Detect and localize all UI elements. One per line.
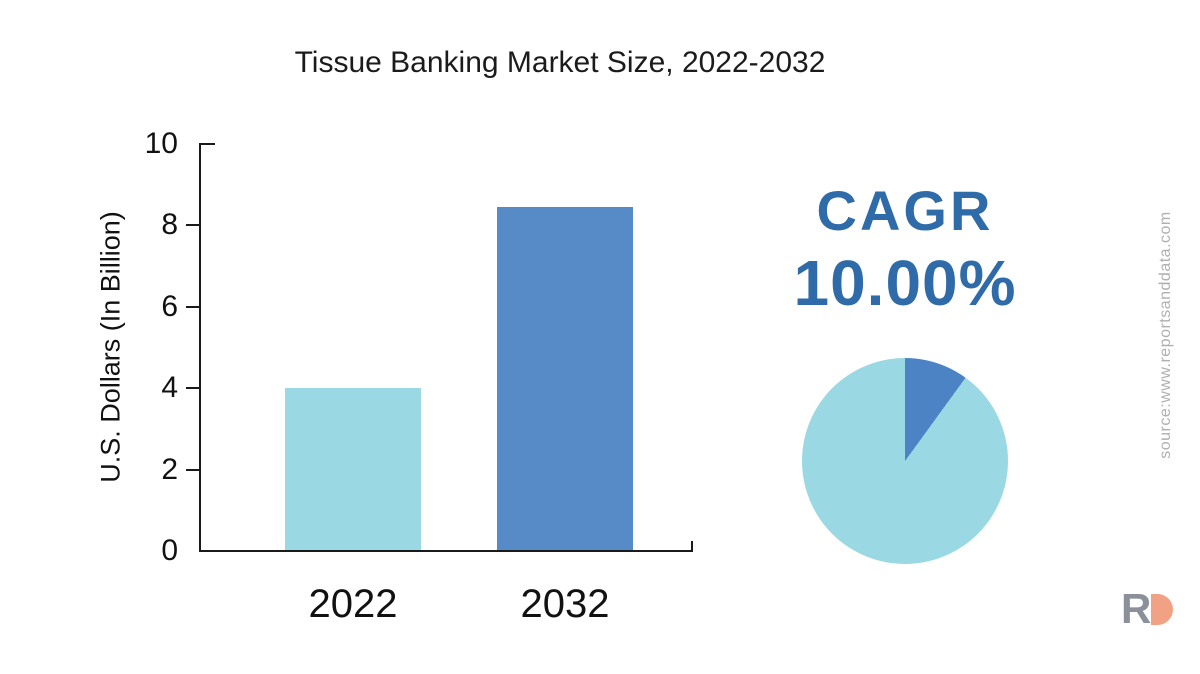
cagr-label: CAGR [816, 179, 994, 242]
y-axis-tick-label: 10 [144, 127, 178, 160]
y-axis-tick [186, 468, 200, 471]
y-axis-tick [186, 224, 200, 227]
source-note: source:www.reportsanddata.com [1157, 211, 1174, 459]
y-axis-top-tick [200, 143, 215, 145]
y-axis-tick-label: 8 [161, 208, 178, 242]
bar-2022 [285, 388, 421, 551]
brand-logo: R [1121, 585, 1174, 632]
x-axis-line [199, 550, 693, 552]
pie-chart [802, 358, 1008, 564]
x-axis-label-2022: 2022 [308, 582, 398, 626]
y-axis-tick-label: 0 [161, 534, 178, 567]
cagr-callout: CAGR 10.00% [705, 179, 1105, 319]
y-axis-line [199, 143, 201, 552]
x-axis-end-tick [691, 541, 693, 551]
logo-letter-r: R [1121, 585, 1151, 632]
y-axis-tick-label: 4 [161, 371, 178, 405]
cagr-value: 10.00% [793, 247, 1017, 319]
y-axis-tick-label: 2 [161, 452, 178, 486]
y-axis-tick [186, 305, 200, 308]
x-axis-label-2032: 2032 [520, 582, 610, 626]
y-axis-tick [186, 387, 200, 390]
chart-title: Tissue Banking Market Size, 2022-2032 [294, 46, 826, 79]
logo-d-icon [1151, 593, 1174, 625]
y-axis-tick-label: 6 [161, 289, 178, 323]
bar-2032 [497, 207, 633, 551]
